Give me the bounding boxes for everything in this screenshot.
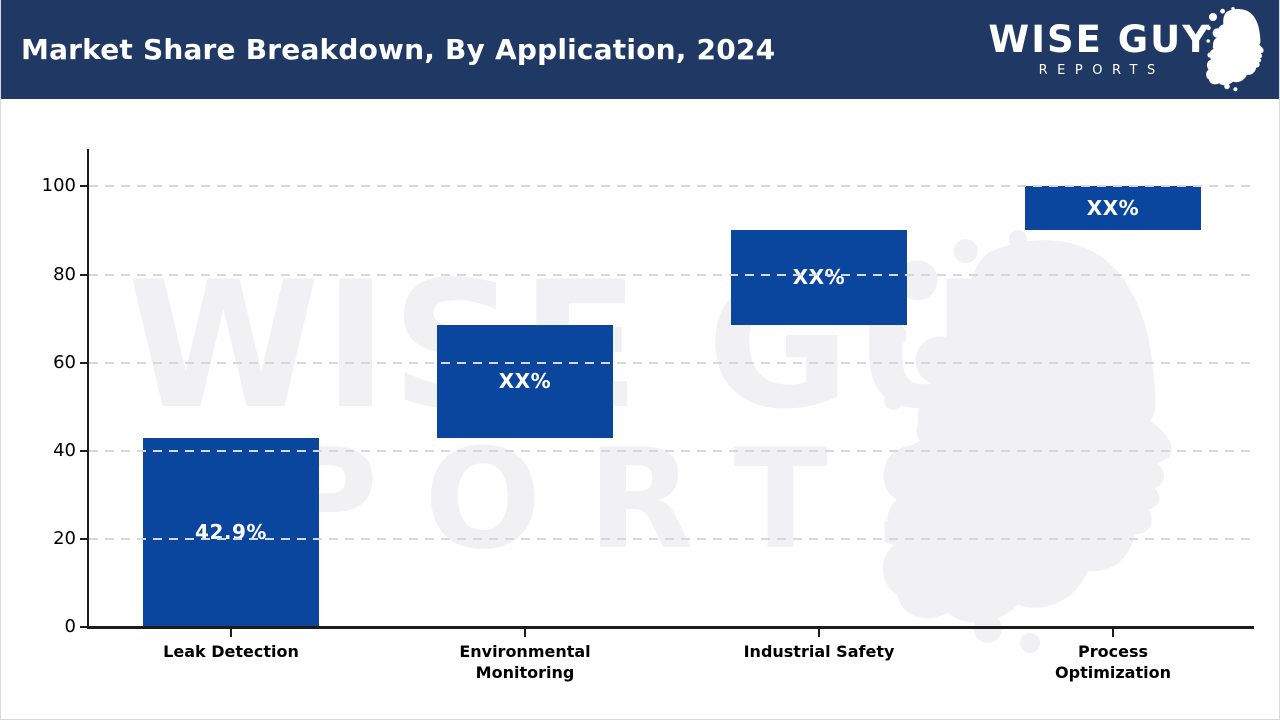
x-axis-tick xyxy=(524,629,526,637)
y-axis-tick-label: 100 xyxy=(41,175,76,197)
plot: 0 20 40 60 80 100 42.9% Leak Detection XX% Enviro… xyxy=(1,99,1279,719)
logo-wordmark: WISE GUY REPORTS xyxy=(988,21,1211,78)
bar-value-label: XX% xyxy=(1086,195,1140,220)
x-axis-line xyxy=(87,626,1254,629)
logo-head-icon xyxy=(1203,6,1267,94)
watermark-head-icon xyxy=(877,225,1179,667)
x-axis-tick xyxy=(818,629,820,637)
bar-value-label: XX% xyxy=(792,265,846,290)
bar-value-label: 42.9% xyxy=(195,520,267,545)
gridline-60 xyxy=(89,361,1255,364)
y-axis-line xyxy=(87,149,89,629)
y-axis-tick-label: 40 xyxy=(53,439,76,461)
bar-value-label: XX% xyxy=(498,369,552,394)
bar-segment: 42.9% xyxy=(143,437,319,627)
watermark-text-line2: PORTS xyxy=(277,419,1020,580)
y-axis-tick xyxy=(80,185,88,188)
y-axis-tick-label: 20 xyxy=(53,527,76,549)
bar-segment: XX% xyxy=(1025,186,1201,230)
y-axis-tick xyxy=(80,537,88,540)
chart-area: WISE GUY PORTS 0 20 40 60 80 100 42.9% Leak Det… xyxy=(1,99,1280,720)
y-axis-tick xyxy=(80,273,88,276)
gridline-100 xyxy=(89,185,1255,188)
x-axis-tick xyxy=(230,629,232,637)
logo-wordmark-line2: REPORTS xyxy=(1038,63,1165,78)
y-axis-tick xyxy=(80,361,88,364)
gridline-40 xyxy=(89,449,1255,452)
logo-wordmark-line1: WISE GUY xyxy=(988,18,1211,61)
y-axis-tick xyxy=(80,626,88,628)
watermark: WISE GUY PORTS xyxy=(1,99,1280,720)
wise-guy-logo: WISE GUY REPORTS xyxy=(988,6,1267,94)
y-axis-tick-label: 60 xyxy=(53,351,76,373)
category-label: Process Optimization xyxy=(1055,642,1171,682)
page-title: Market Share Breakdown, By Application, … xyxy=(21,33,776,66)
y-axis-tick xyxy=(80,449,88,452)
bar-segment: XX% xyxy=(731,229,907,325)
bar-segment: XX% xyxy=(437,324,613,438)
category-label: Environmental Monitoring xyxy=(459,642,591,682)
x-axis-tick xyxy=(1112,629,1114,637)
gridline-80 xyxy=(89,273,1255,276)
header: Market Share Breakdown, By Application, … xyxy=(1,0,1279,99)
y-axis-tick-label: 0 xyxy=(64,616,76,637)
category-label: Leak Detection xyxy=(163,642,299,661)
gridline-20 xyxy=(89,537,1255,540)
category-label: Industrial Safety xyxy=(743,642,895,661)
y-axis-tick-label: 80 xyxy=(53,263,76,285)
